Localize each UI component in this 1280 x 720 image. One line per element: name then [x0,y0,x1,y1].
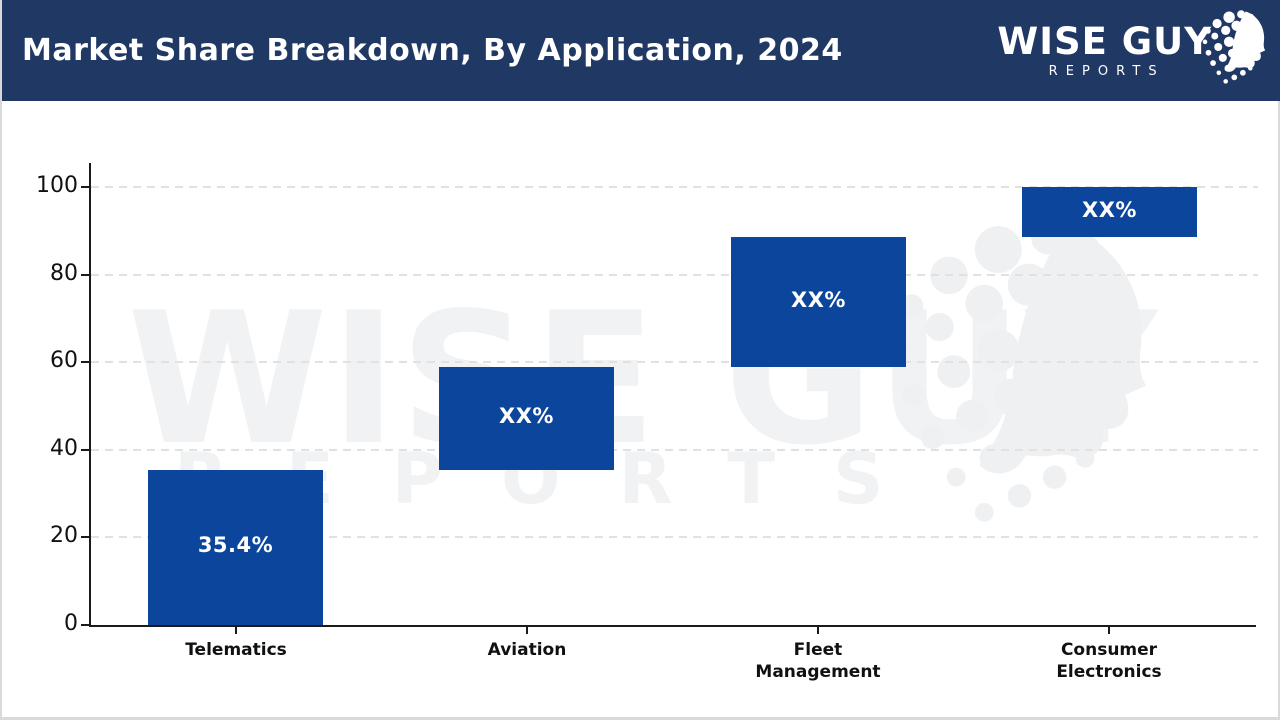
x-tick-2 [817,627,819,634]
gridline-100 [91,186,1258,188]
gridline-40 [91,448,1258,451]
x-category-label: Consumer Electronics [1056,640,1162,683]
y-tick-100 [81,186,89,188]
chart-title: Market Share Breakdown, By Application, … [22,33,843,68]
x-category-label: Fleet Management [755,640,881,683]
bar-value-label: XX% [1082,198,1137,222]
y-tick-20 [81,536,89,539]
x-category-label: Aviation [487,640,567,660]
y-axis-spine [89,163,91,627]
gridline-60 [91,361,1258,364]
x-tick-1 [526,627,528,634]
logo-tagline: REPORTS [1048,63,1165,79]
logo-text: WISE GUY REPORTS [997,20,1212,79]
y-tick-label-100: 100 [36,173,78,198]
x-category-label: Telematics [185,640,287,660]
logo-name: WISE GUY [997,20,1212,64]
gridline-20 [91,536,1258,539]
x-axis-spine [89,625,1256,627]
bar-telematics [148,470,323,625]
x-tick-0 [235,627,237,634]
y-tick-60 [81,361,89,364]
wise-guy-face-icon [1198,8,1274,94]
y-tick-label-60: 60 [50,348,78,374]
bar-aviation [439,367,614,470]
x-tick-3 [1108,627,1110,634]
bar-value-label: XX% [499,404,554,428]
y-tick-0 [81,624,89,626]
y-tick-label-40: 40 [50,435,78,461]
bar-consumer-electronics [1022,187,1197,237]
gridline-80 [91,273,1258,276]
header-bar: Market Share Breakdown, By Application, … [2,0,1280,101]
y-tick-label-0: 0 [64,611,78,636]
y-tick-40 [81,448,89,451]
watermark-face-icon [874,212,1179,564]
bar-fleet-management [731,237,906,367]
y-tick-label-20: 20 [50,523,78,549]
bar-value-label: 35.4% [197,533,274,557]
wise-guy-logo: WISE GUY REPORTS [997,8,1274,94]
y-tick-label-80: 80 [50,260,78,286]
bar-value-label: XX% [791,288,846,312]
y-tick-80 [81,273,89,276]
